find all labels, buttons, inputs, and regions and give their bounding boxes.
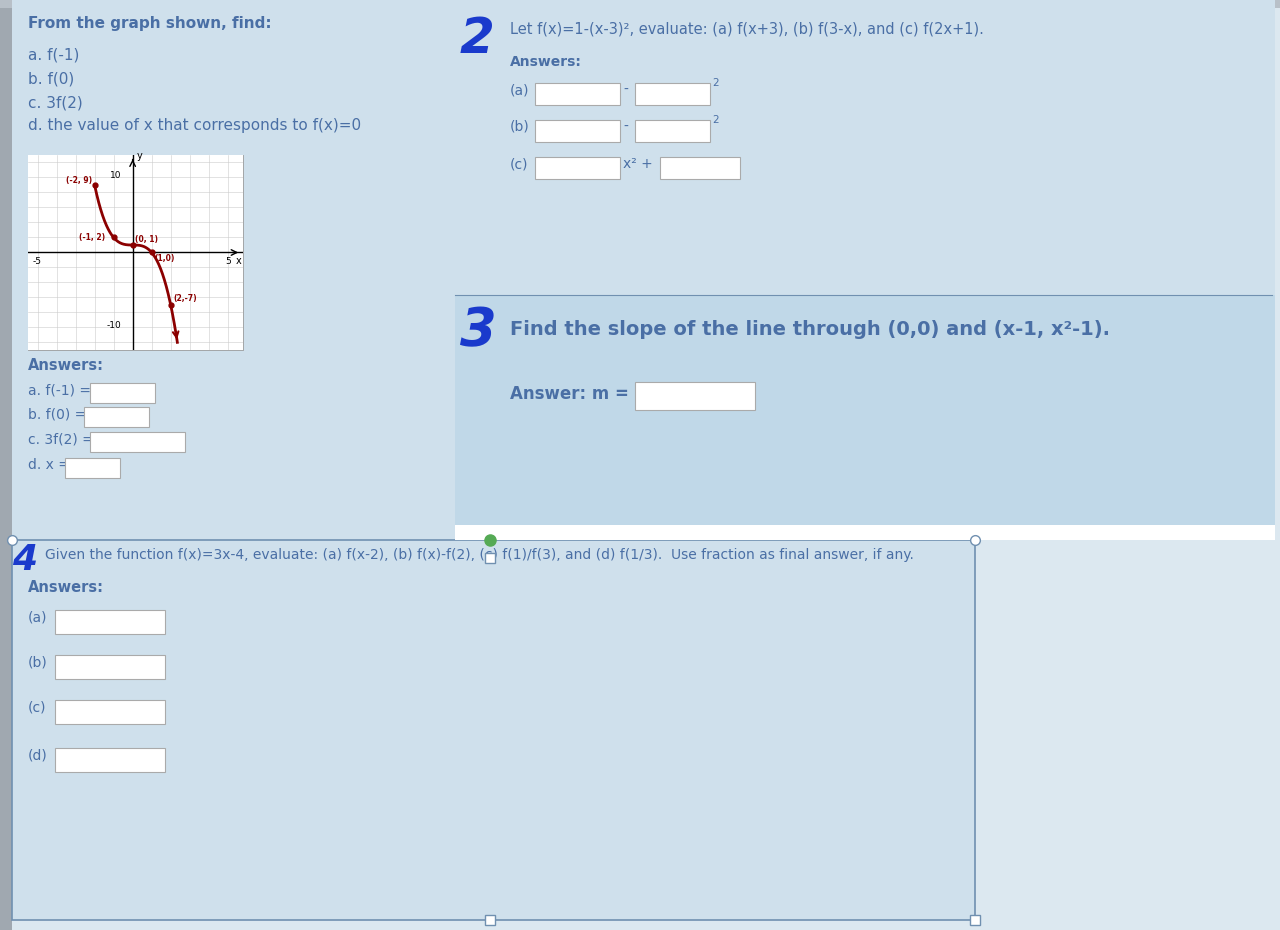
Bar xyxy=(535,120,620,142)
Bar xyxy=(12,0,454,540)
Bar xyxy=(12,540,975,920)
Bar xyxy=(28,155,243,350)
Bar xyxy=(55,610,165,634)
Text: x² +: x² + xyxy=(623,157,653,171)
Text: Given the function f(x)=3x-4, evaluate: (a) f(x-2), (b) f(x)-f(2), (c) f(1)/f(3): Given the function f(x)=3x-4, evaluate: … xyxy=(45,548,914,562)
Text: Find the slope of the line through (0,0) and (x-1, x²-1).: Find the slope of the line through (0,0)… xyxy=(509,320,1110,339)
Text: (-2, 9): (-2, 9) xyxy=(67,176,92,185)
Text: Answers:: Answers: xyxy=(28,580,104,595)
Text: (d): (d) xyxy=(28,748,47,762)
Bar xyxy=(55,700,165,724)
Bar xyxy=(55,655,165,679)
Text: (-1, 2): (-1, 2) xyxy=(79,232,105,242)
Text: 5: 5 xyxy=(225,258,230,267)
Text: c. 3f(2) =: c. 3f(2) = xyxy=(28,432,93,446)
Text: 3: 3 xyxy=(460,305,497,357)
Text: y: y xyxy=(137,151,142,161)
Text: 4: 4 xyxy=(12,543,37,577)
Text: -: - xyxy=(623,83,628,97)
Text: 10: 10 xyxy=(110,170,122,179)
Bar xyxy=(0,0,12,930)
Bar xyxy=(660,157,740,179)
Text: d. x =: d. x = xyxy=(28,458,70,472)
Text: Answers:: Answers: xyxy=(509,55,582,69)
Bar xyxy=(55,748,165,772)
Text: (1,0): (1,0) xyxy=(155,255,175,263)
Bar xyxy=(535,83,620,105)
Text: a. f(-1) =: a. f(-1) = xyxy=(28,383,91,397)
Text: Answers:: Answers: xyxy=(28,358,104,373)
Text: b. f(0): b. f(0) xyxy=(28,72,74,87)
Text: Answer: m =: Answer: m = xyxy=(509,385,628,403)
Text: -: - xyxy=(623,120,628,134)
Text: x: x xyxy=(236,257,241,267)
Bar xyxy=(454,0,1275,295)
Text: b. f(0) =: b. f(0) = xyxy=(28,407,86,421)
Text: -5: -5 xyxy=(33,258,42,267)
Text: a. f(-1): a. f(-1) xyxy=(28,48,79,63)
Text: (b): (b) xyxy=(509,120,530,134)
Text: From the graph shown, find:: From the graph shown, find: xyxy=(28,16,271,31)
Text: -10: -10 xyxy=(106,321,122,329)
Bar xyxy=(635,382,755,410)
Bar xyxy=(90,383,155,403)
Text: c. 3f(2): c. 3f(2) xyxy=(28,96,83,111)
Bar xyxy=(454,295,1275,530)
Text: 2: 2 xyxy=(712,115,718,125)
Bar xyxy=(635,120,710,142)
Bar xyxy=(635,83,710,105)
Bar xyxy=(83,407,148,427)
Text: (2,-7): (2,-7) xyxy=(174,294,197,303)
Text: (c): (c) xyxy=(28,700,46,714)
Text: (c): (c) xyxy=(509,157,529,171)
Text: Let f(x)=1-(x-3)², evaluate: (a) f(x+3), (b) f(3-x), and (c) f(2x+1).: Let f(x)=1-(x-3)², evaluate: (a) f(x+3),… xyxy=(509,22,984,37)
Text: (0, 1): (0, 1) xyxy=(136,235,159,244)
Text: d. the value of x that corresponds to f(x)=0: d. the value of x that corresponds to f(… xyxy=(28,118,361,133)
Bar xyxy=(90,432,186,452)
Text: (b): (b) xyxy=(28,655,47,669)
Text: (a): (a) xyxy=(509,83,530,97)
Text: 2: 2 xyxy=(460,15,495,63)
Text: (a): (a) xyxy=(28,610,47,624)
Bar xyxy=(535,157,620,179)
Bar xyxy=(65,458,120,478)
Text: 2: 2 xyxy=(712,78,718,88)
Bar xyxy=(0,0,1280,8)
Bar xyxy=(454,525,1275,540)
